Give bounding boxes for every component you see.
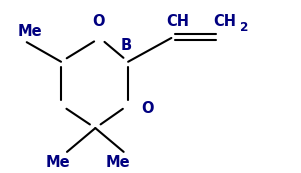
Text: 2: 2 [240,21,249,34]
Text: Me: Me [105,155,130,170]
Text: CH: CH [166,14,189,29]
Text: CH: CH [213,14,237,29]
Text: O: O [141,101,154,116]
Text: B: B [121,38,132,53]
Text: O: O [92,14,104,29]
Text: Me: Me [18,25,42,39]
Text: Me: Me [46,155,70,170]
